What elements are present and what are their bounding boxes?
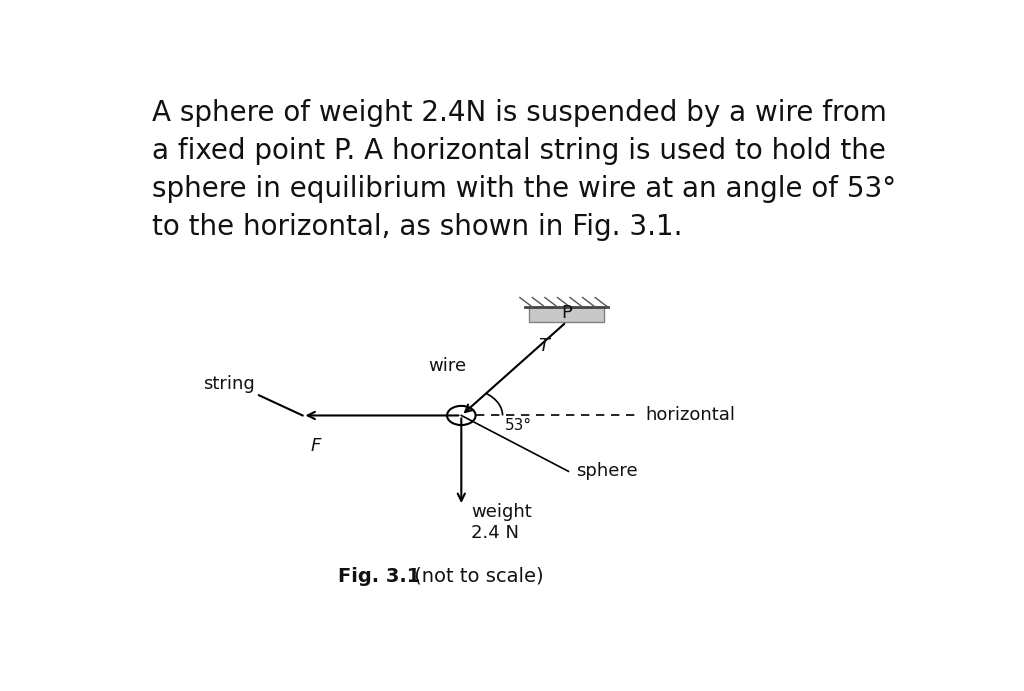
Text: weight
2.4 N: weight 2.4 N xyxy=(471,503,531,542)
Text: A sphere of weight 2.4N is suspended by a wire from
a fixed point P. A horizonta: A sphere of weight 2.4N is suspended by … xyxy=(152,99,896,240)
Text: 53°: 53° xyxy=(505,418,531,433)
Text: T: T xyxy=(539,337,549,355)
Text: Fig. 3.1: Fig. 3.1 xyxy=(338,567,421,586)
Text: horizontal: horizontal xyxy=(645,406,735,424)
Text: F: F xyxy=(310,437,321,455)
Bar xyxy=(528,307,604,322)
Text: wire: wire xyxy=(428,357,466,375)
Text: P: P xyxy=(561,305,571,323)
Text: string: string xyxy=(203,375,255,392)
Text: sphere: sphere xyxy=(577,462,638,480)
Text: (not to scale): (not to scale) xyxy=(409,567,544,586)
